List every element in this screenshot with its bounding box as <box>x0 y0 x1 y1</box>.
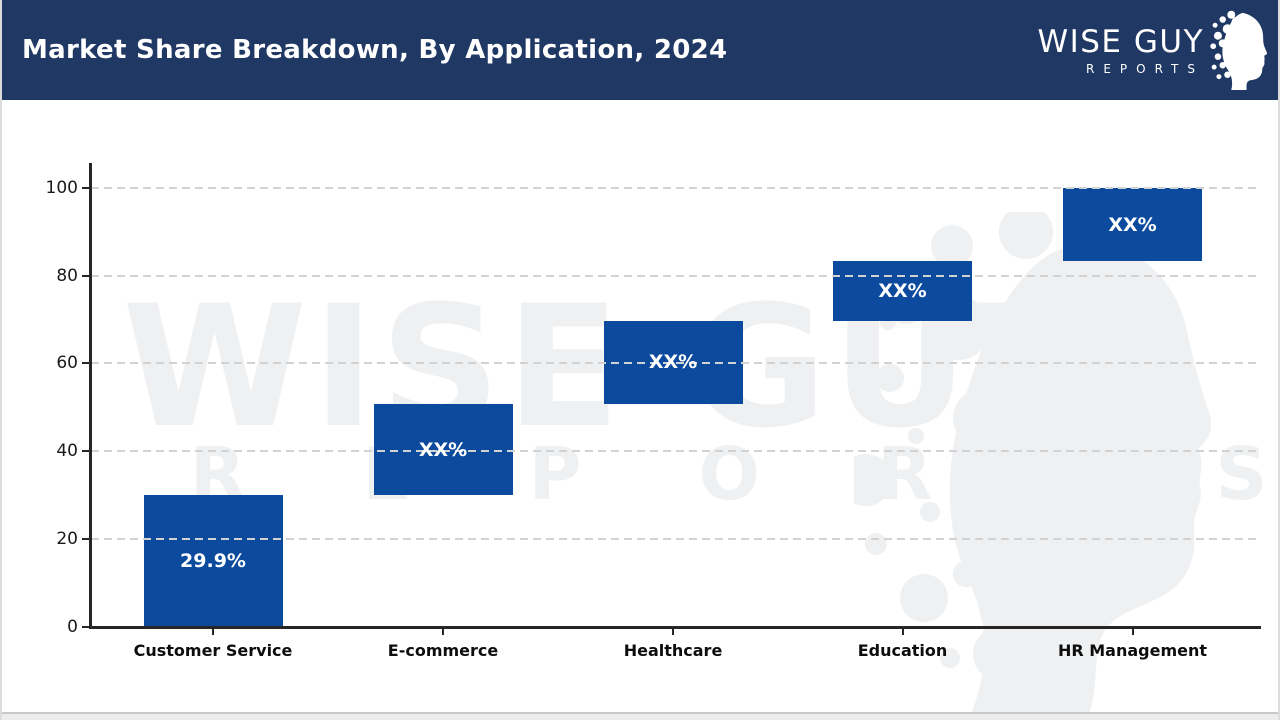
x-tick-mark <box>672 628 674 635</box>
page-title: Market Share Breakdown, By Application, … <box>22 35 728 65</box>
y-tick-mark <box>82 274 89 277</box>
bar-value-label: XX% <box>418 438 468 461</box>
y-tick-mark <box>82 450 89 453</box>
header: Market Share Breakdown, By Application, … <box>2 0 1278 100</box>
watermark-face-icon <box>854 212 1212 712</box>
x-tick-label: Education <box>857 641 948 660</box>
brand-text: WISE GUY REPORTS <box>1037 25 1204 76</box>
y-tick-mark <box>82 362 89 365</box>
bar-value-label: XX% <box>1108 213 1157 236</box>
x-tick-label: Healthcare <box>623 641 723 660</box>
gridline <box>91 537 1261 540</box>
y-tick-mark <box>82 537 89 540</box>
brand-logo: WISE GUY REPORTS <box>1037 10 1268 90</box>
bar-value-label: XX% <box>648 351 698 374</box>
bar-value-label: 29.9% <box>180 549 246 572</box>
brand-face-icon <box>1210 10 1268 90</box>
x-tick-mark <box>212 628 214 635</box>
x-tick-mark <box>901 628 904 635</box>
bar <box>1063 188 1202 262</box>
x-tick-label: Customer Service <box>133 641 293 660</box>
y-tick-mark <box>82 187 89 189</box>
x-tick-label: E-commerce <box>387 641 499 660</box>
bottom-border-band <box>2 714 1278 720</box>
x-axis-line <box>89 625 1261 629</box>
brand-name: WISE GUY <box>1037 23 1204 60</box>
y-tick-mark <box>82 625 89 628</box>
bar <box>143 495 283 627</box>
y-tick-label: 40 <box>56 441 78 462</box>
bar <box>373 403 513 496</box>
gridline <box>91 274 1261 277</box>
bar-value-label: XX% <box>878 280 927 303</box>
brand-subtitle: REPORTS <box>1085 61 1204 76</box>
bottom-border-line <box>2 712 1278 714</box>
gridline <box>91 187 1261 189</box>
y-axis-line <box>89 163 92 628</box>
y-tick-label: 60 <box>56 353 78 374</box>
bar <box>833 261 972 321</box>
bar <box>603 320 743 404</box>
y-tick-label: 20 <box>56 528 78 549</box>
gridline <box>91 362 1261 365</box>
y-tick-label: 80 <box>56 265 78 286</box>
x-tick-label: HR Management <box>1057 641 1208 660</box>
y-tick-label: 100 <box>45 178 78 198</box>
x-tick-mark <box>442 628 444 635</box>
x-tick-mark <box>1131 628 1134 635</box>
gridline <box>91 450 1261 453</box>
y-tick-label: 0 <box>67 616 78 637</box>
